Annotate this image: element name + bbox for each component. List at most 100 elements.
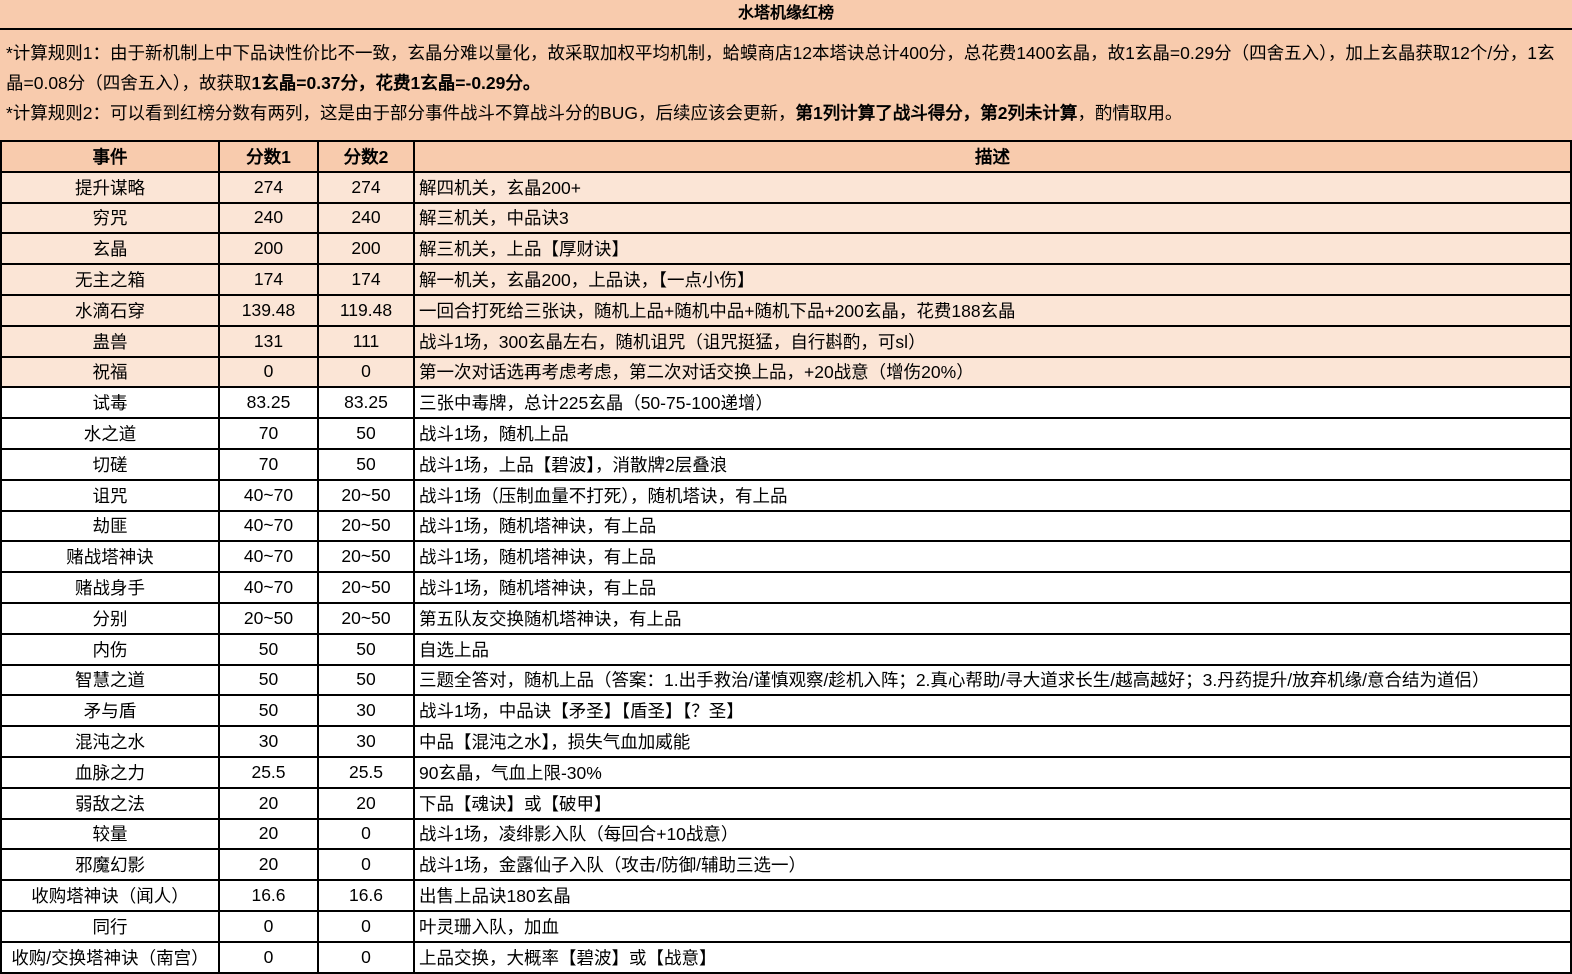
score2-cell: 174 xyxy=(317,263,415,296)
score1-cell: 70 xyxy=(218,417,319,450)
score1-cell: 131 xyxy=(218,324,319,358)
score2-cell: 274 xyxy=(317,170,415,204)
event-cell: 无主之箱 xyxy=(0,263,220,296)
event-cell: 混沌之水 xyxy=(0,725,220,758)
event-cell: 分别 xyxy=(0,601,220,635)
event-cell: 试毒 xyxy=(0,386,220,420)
score2-cell: 25.5 xyxy=(317,755,415,789)
score2-cell: 119.48 xyxy=(317,293,415,327)
header-description: 描述 xyxy=(413,140,1572,173)
score1-cell: 50 xyxy=(218,663,319,697)
event-cell: 赌战塔神诀 xyxy=(0,540,220,574)
event-cell: 诅咒 xyxy=(0,478,220,512)
table-row: 提升谋略 274 274 解四机关，玄晶200+ xyxy=(0,170,1572,204)
table-row: 蛊兽 131 111 战斗1场，300玄晶左右，随机诅咒（诅咒挺猛，自行斟酌，可… xyxy=(0,324,1572,358)
score1-cell: 40~70 xyxy=(218,478,319,512)
score1-cell: 50 xyxy=(218,694,319,728)
event-cell: 穷咒 xyxy=(0,201,220,235)
calc-rule-2-suffix: ，酌情取用。 xyxy=(1077,103,1183,123)
event-cell: 较量 xyxy=(0,817,220,851)
score2-cell: 83.25 xyxy=(317,386,415,420)
score2-cell: 20~50 xyxy=(317,601,415,635)
table-row: 赌战身手 40~70 20~50 战斗1场，随机塔神诀，有上品 xyxy=(0,571,1572,604)
score1-cell: 40~70 xyxy=(218,540,319,574)
score2-cell: 20~50 xyxy=(317,509,415,543)
calc-rule-2: *计算规则2：可以看到红榜分数有两列，这是由于部分事件战斗不算战斗分的BUG，后… xyxy=(6,98,1566,128)
desc-cell: 上品交换，大概率【碧波】或【战意】 xyxy=(413,940,1572,974)
score2-cell: 50 xyxy=(317,632,415,666)
table-row: 切磋 70 50 战斗1场，上品【碧波】，消散牌2层叠浪 xyxy=(0,447,1572,481)
score1-cell: 20 xyxy=(218,786,319,820)
score1-cell: 200 xyxy=(218,232,319,266)
desc-cell: 战斗1场（压制血量不打死），随机塔诀，有上品 xyxy=(413,478,1572,512)
desc-cell: 叶灵珊入队，加血 xyxy=(413,909,1572,943)
score2-cell: 16.6 xyxy=(317,879,415,912)
table-row: 智慧之道 50 50 三题全答对，随机上品（答案：1.出手救治/谨慎观察/趁机入… xyxy=(0,663,1572,697)
event-cell: 蛊兽 xyxy=(0,324,220,358)
desc-cell: 中品【混沌之水】，损失气血加威能 xyxy=(413,725,1572,758)
score2-cell: 20~50 xyxy=(317,571,415,604)
calc-rule-1-bold: 1玄晶=0.37分，花费1玄晶=-0.29分。 xyxy=(251,73,541,93)
desc-cell: 下品【魂诀】或【破甲】 xyxy=(413,786,1572,820)
table-row: 同行 0 0 叶灵珊入队，加血 xyxy=(0,909,1572,943)
table-row: 收购/交换塔神诀（南宫） 0 0 上品交换，大概率【碧波】或【战意】 xyxy=(0,940,1572,974)
table-row: 诅咒 40~70 20~50 战斗1场（压制血量不打死），随机塔诀，有上品 xyxy=(0,478,1572,512)
table-row: 无主之箱 174 174 解一机关，玄晶200，上品诀，【一点小伤】 xyxy=(0,263,1572,296)
score2-cell: 20~50 xyxy=(317,540,415,574)
score2-cell: 50 xyxy=(317,417,415,450)
score1-cell: 240 xyxy=(218,201,319,235)
score1-cell: 40~70 xyxy=(218,509,319,543)
desc-cell: 解一机关，玄晶200，上品诀，【一点小伤】 xyxy=(413,263,1572,296)
event-cell: 切磋 xyxy=(0,447,220,481)
table-row: 试毒 83.25 83.25 三张中毒牌，总计225玄晶（50-75-100递增… xyxy=(0,386,1572,420)
table-row: 血脉之力 25.5 25.5 90玄晶，气血上限-30% xyxy=(0,755,1572,789)
desc-cell: 第五队友交换随机塔神诀，有上品 xyxy=(413,601,1572,635)
score1-cell: 70 xyxy=(218,447,319,481)
score1-cell: 139.48 xyxy=(218,293,319,327)
calc-rule-2-bold: 第1列计算了战斗得分，第2列未计算 xyxy=(795,103,1078,123)
score2-cell: 0 xyxy=(317,817,415,851)
event-cell: 玄晶 xyxy=(0,232,220,266)
event-cell: 劫匪 xyxy=(0,509,220,543)
score2-cell: 111 xyxy=(317,324,415,358)
score2-cell: 20 xyxy=(317,786,415,820)
page-title: 水塔机缘红榜 xyxy=(0,0,1572,30)
desc-cell: 一回合打死给三张诀，随机上品+随机中品+随机下品+200玄晶，花费188玄晶 xyxy=(413,293,1572,327)
score2-cell: 50 xyxy=(317,663,415,697)
header-score1: 分数1 xyxy=(218,140,319,173)
score1-cell: 0 xyxy=(218,940,319,974)
score1-cell: 25.5 xyxy=(218,755,319,789)
table-row: 赌战塔神诀 40~70 20~50 战斗1场，随机塔神诀，有上品 xyxy=(0,540,1572,574)
table-row: 分别 20~50 20~50 第五队友交换随机塔神诀，有上品 xyxy=(0,601,1572,635)
desc-cell: 自选上品 xyxy=(413,632,1572,666)
event-cell: 弱敌之法 xyxy=(0,786,220,820)
desc-cell: 解四机关，玄晶200+ xyxy=(413,170,1572,204)
desc-cell: 战斗1场，300玄晶左右，随机诅咒（诅咒挺猛，自行斟酌，可sl） xyxy=(413,324,1572,358)
table-row: 祝福 0 0 第一次对话选再考虑考虑，第二次对话交换上品，+20战意（增伤20%… xyxy=(0,355,1572,389)
score-table: 事件 分数1 分数2 描述 提升谋略 274 274 解四机关，玄晶200+ 穷… xyxy=(0,140,1572,974)
table-header-row: 事件 分数1 分数2 描述 xyxy=(0,140,1572,173)
table-row: 收购塔神诀（闻人） 16.6 16.6 出售上品诀180玄晶 xyxy=(0,879,1572,912)
score1-cell: 20 xyxy=(218,848,319,882)
score2-cell: 30 xyxy=(317,694,415,728)
desc-cell: 出售上品诀180玄晶 xyxy=(413,879,1572,912)
score2-cell: 0 xyxy=(317,909,415,943)
event-cell: 祝福 xyxy=(0,355,220,389)
event-cell: 水滴石穿 xyxy=(0,293,220,327)
desc-cell: 三题全答对，随机上品（答案：1.出手救治/谨慎观察/趁机入阵；2.真心帮助/寻大… xyxy=(413,663,1572,697)
header-score2: 分数2 xyxy=(317,140,415,173)
desc-cell: 战斗1场，随机塔神诀，有上品 xyxy=(413,509,1572,543)
desc-cell: 90玄晶，气血上限-30% xyxy=(413,755,1572,789)
score2-cell: 0 xyxy=(317,355,415,389)
score2-cell: 20~50 xyxy=(317,478,415,512)
score2-cell: 200 xyxy=(317,232,415,266)
desc-cell: 战斗1场，中品诀【矛圣】【盾圣】【？圣】 xyxy=(413,694,1572,728)
event-cell: 水之道 xyxy=(0,417,220,450)
event-cell: 矛与盾 xyxy=(0,694,220,728)
event-cell: 智慧之道 xyxy=(0,663,220,697)
table-row: 邪魔幻影 20 0 战斗1场，金露仙子入队（攻击/防御/辅助三选一） xyxy=(0,848,1572,882)
score2-cell: 30 xyxy=(317,725,415,758)
score2-cell: 0 xyxy=(317,940,415,974)
event-cell: 内伤 xyxy=(0,632,220,666)
score1-cell: 20 xyxy=(218,817,319,851)
